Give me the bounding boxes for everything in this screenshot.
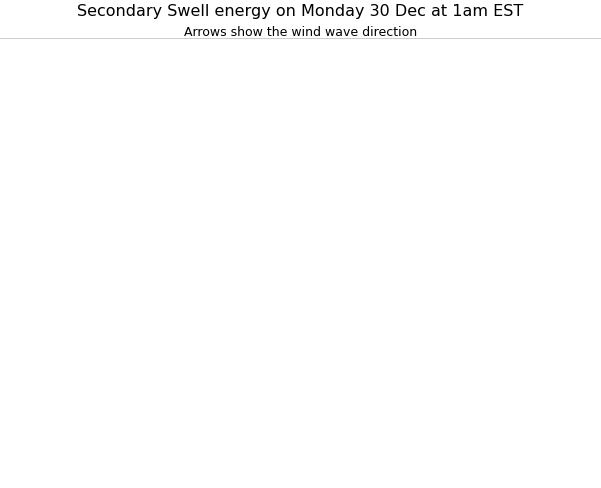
- Text: Secondary Swell energy on Monday 30 Dec at 1am EST: Secondary Swell energy on Monday 30 Dec …: [78, 4, 523, 19]
- Text: Arrows show the wind wave direction: Arrows show the wind wave direction: [184, 25, 417, 39]
- Text: cartopy required: cartopy required: [219, 255, 382, 273]
